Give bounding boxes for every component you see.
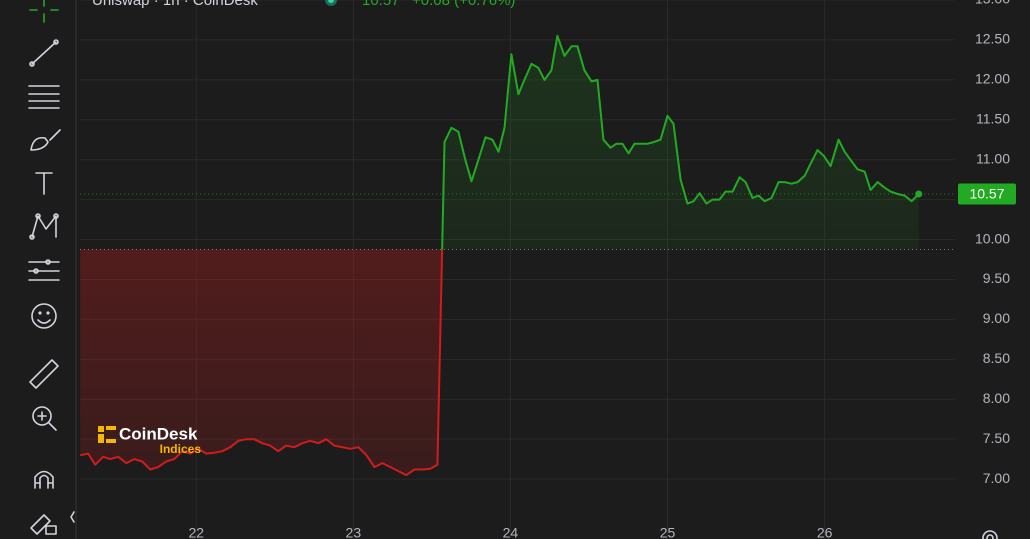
price-badge-label: 10.57 [969, 186, 1004, 202]
y-tick-label: 12.50 [975, 31, 1010, 47]
y-tick-label: 13.00 [975, 0, 1010, 7]
y-tick-label: 7.00 [983, 470, 1010, 486]
price-badge [958, 183, 1016, 205]
logo-subtitle: Indices [160, 442, 202, 456]
x-tick-label: 25 [660, 525, 676, 539]
y-tick-label: 8.00 [983, 390, 1010, 406]
last-price: 10.57 [362, 0, 400, 9]
text-tool[interactable] [35, 172, 53, 195]
symbol-title: Uniswap · 1h · CoinDesk [92, 0, 258, 9]
price-line [80, 34, 920, 477]
y-tick-label: 10.00 [975, 230, 1010, 246]
y-tick-label: 12.00 [975, 71, 1010, 87]
brush-tool[interactable] [30, 129, 61, 151]
lock-tool[interactable] [30, 514, 57, 535]
y-tick-label: 8.50 [983, 350, 1010, 366]
area [80, 35, 919, 476]
pattern-tool[interactable] [29, 213, 59, 240]
logo-mark [98, 426, 104, 432]
fib-tool[interactable] [28, 85, 60, 109]
logo-mark [106, 439, 116, 443]
status-dot-core [328, 0, 334, 3]
x-tick-label: 22 [188, 525, 204, 539]
trend-line-tool[interactable] [29, 39, 59, 67]
emoji-tool[interactable] [31, 303, 57, 329]
crosshair-tool[interactable] [29, 0, 59, 23]
magnet-tool[interactable] [34, 470, 54, 489]
x-tick-label: 23 [346, 525, 362, 539]
last-point [915, 190, 923, 198]
x-tick-label: 24 [503, 525, 519, 539]
settings-icon[interactable] [982, 530, 998, 539]
y-tick-label: 7.50 [983, 430, 1010, 446]
collapse-toggle[interactable] [70, 511, 75, 523]
prediction-tool[interactable] [28, 259, 60, 281]
x-tick-label: 26 [817, 525, 833, 539]
plot: 7.007.508.008.509.009.5010.0010.5011.001… [80, 0, 1016, 539]
y-tick-label: 11.50 [976, 110, 1010, 126]
ruler-tool[interactable] [29, 359, 59, 389]
y-tick-label: 11.00 [976, 150, 1010, 166]
toolbar [28, 0, 75, 535]
price-change: +0.08 (+0.76%) [412, 0, 515, 9]
logo-title: CoinDesk [119, 424, 198, 443]
zoom-tool[interactable] [32, 406, 57, 431]
logo-mark [98, 434, 104, 443]
y-tick-label: 9.50 [983, 270, 1010, 286]
logo-mark [106, 426, 116, 430]
watermark: CoinDesk Indices [98, 424, 201, 456]
y-tick-label: 9.00 [983, 310, 1010, 326]
